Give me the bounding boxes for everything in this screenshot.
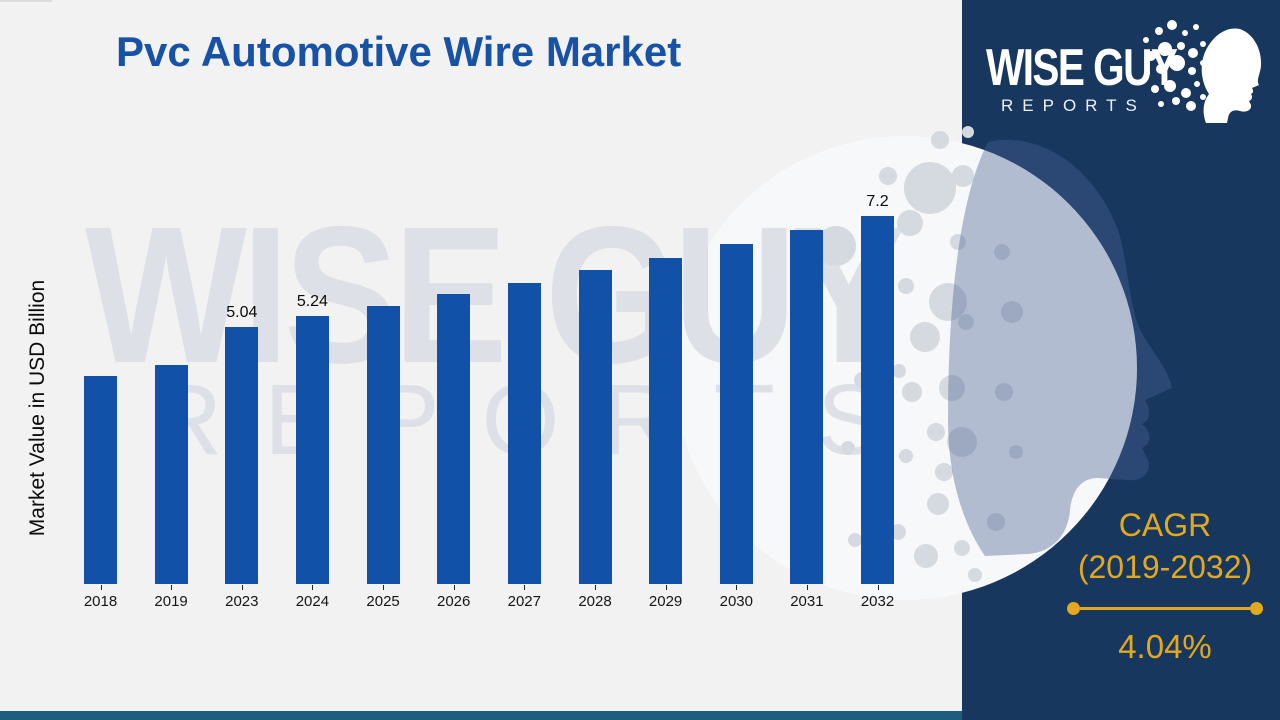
x-tick-2031 bbox=[806, 585, 808, 590]
x-label-2028: 2028 bbox=[578, 593, 612, 610]
watermark-text-line1: WISE GUY bbox=[85, 186, 906, 404]
logo-wordmark: WISE GUY bbox=[986, 39, 1178, 97]
bar-2023 bbox=[225, 326, 259, 584]
x-tick-2029 bbox=[665, 585, 667, 590]
bottom-teal-strip bbox=[0, 711, 962, 720]
cagr-label: CAGR bbox=[1118, 507, 1212, 543]
bar-2032 bbox=[861, 216, 894, 584]
divider-dot-right bbox=[1250, 602, 1263, 616]
x-label-2026: 2026 bbox=[437, 593, 471, 610]
x-tick-2032 bbox=[877, 585, 879, 590]
cagr-divider bbox=[1067, 602, 1263, 616]
x-tick-2027 bbox=[524, 585, 526, 590]
bar-2025 bbox=[366, 305, 400, 584]
value-label-2032: 7.2 bbox=[866, 193, 889, 211]
value-label-2023: 5.04 bbox=[226, 303, 258, 321]
bar-2027 bbox=[507, 282, 541, 584]
bar-2024 bbox=[295, 316, 329, 584]
cagr-value: 4.04% bbox=[1118, 628, 1212, 666]
bar-2030 bbox=[719, 244, 753, 584]
bar-2026 bbox=[437, 294, 471, 584]
x-label-2027: 2027 bbox=[507, 593, 541, 610]
value-label-2024: 5.24 bbox=[296, 293, 328, 311]
x-label-2023: 2023 bbox=[225, 593, 259, 610]
x-tick-2024 bbox=[312, 585, 314, 590]
page-title: Pvc Automotive Wire Market bbox=[116, 28, 682, 75]
logo-subtitle: REPORTS bbox=[1001, 96, 1146, 115]
x-label-2024: 2024 bbox=[295, 593, 330, 610]
x-label-2031: 2031 bbox=[790, 593, 824, 610]
x-label-2032: 2032 bbox=[860, 593, 895, 610]
divider-dot-left bbox=[1067, 602, 1080, 616]
x-tick-2025 bbox=[383, 585, 385, 590]
x-tick-2023 bbox=[241, 585, 243, 590]
bar-2028 bbox=[578, 270, 612, 584]
bar-2031 bbox=[790, 230, 824, 584]
bar-2029 bbox=[649, 257, 683, 584]
x-label-2025: 2025 bbox=[366, 593, 400, 610]
cagr-range: (2019-2032) bbox=[1077, 549, 1253, 586]
x-tick-2026 bbox=[453, 585, 455, 590]
x-tick-2030 bbox=[736, 585, 738, 590]
x-label-2029: 2029 bbox=[648, 593, 683, 610]
bar-2019 bbox=[154, 364, 188, 584]
divider-rule bbox=[1080, 607, 1250, 611]
top-edge-line bbox=[0, 0, 52, 2]
x-label-2018: 2018 bbox=[83, 593, 118, 610]
bar-2018 bbox=[84, 376, 117, 584]
x-tick-2028 bbox=[595, 585, 596, 590]
x-label-2019: 2019 bbox=[154, 593, 188, 610]
cagr-block: CAGR (2019-2032) 4.04% bbox=[1055, 507, 1275, 666]
x-label-2030: 2030 bbox=[719, 593, 753, 610]
x-tick-2018 bbox=[100, 585, 102, 590]
x-tick-2019 bbox=[171, 585, 173, 590]
